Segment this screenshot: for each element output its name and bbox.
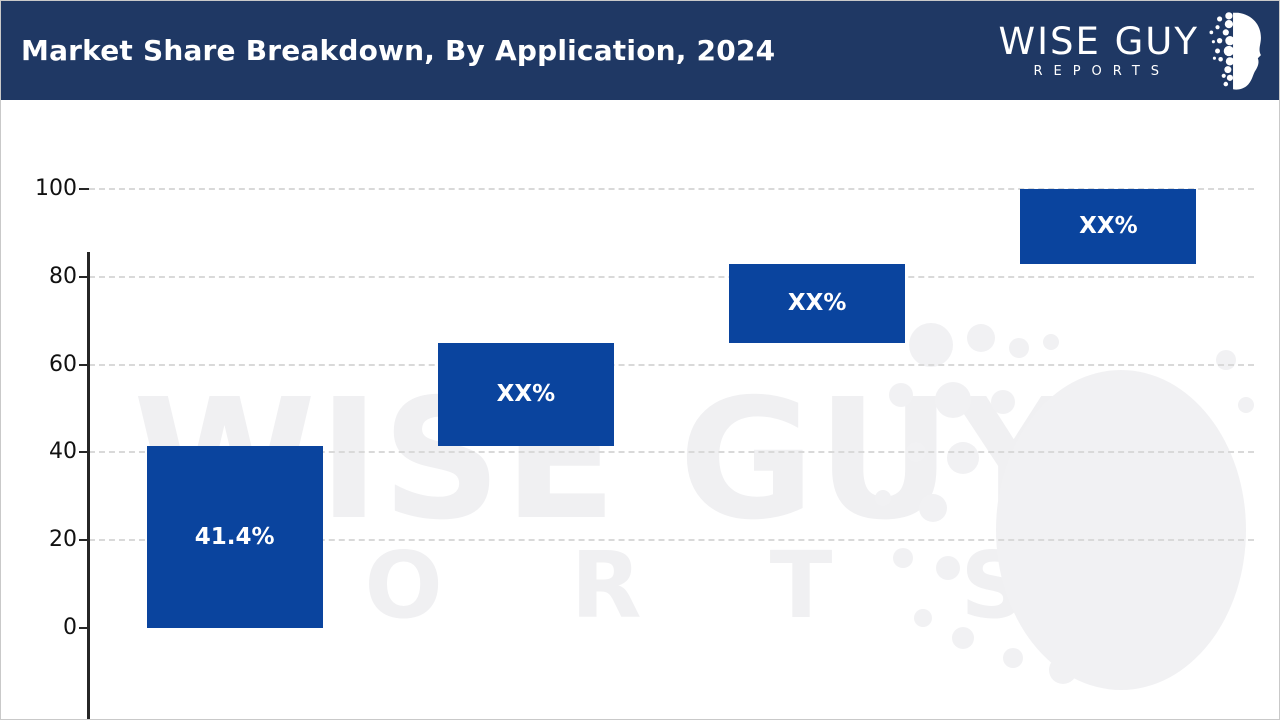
gridline-y-100 [89,188,1254,190]
bar-ambulatory-surgical-centers: XX% [729,263,906,343]
y-tick-mark-60 [79,363,89,366]
wise-guy-reports-logo: WISE GUY REPORTS [999,5,1263,97]
bar-value-label: XX% [787,290,847,317]
y-tick-mark-0 [79,627,89,629]
logo-wordmark: WISE GUY [998,19,1199,63]
watermark-face-icon [875,323,1254,690]
y-tick-label-40: 40 [49,439,77,465]
bar-value-label: 41.4% [194,524,275,551]
bar-homecare: XX% [437,342,614,447]
logo-subtitle: REPORTS [1033,63,1171,79]
header-bar: Market Share Breakdown, By Application, … [1,1,1279,100]
y-tick-label-20: 20 [49,527,77,553]
y-tick-mark-100 [79,188,89,190]
y-tick-label-60: 60 [49,351,77,377]
gridline-y-60 [89,363,1254,366]
y-tick-mark-80 [79,275,89,278]
y-tick-mark-20 [79,539,89,542]
y-tick-label-80: 80 [49,263,77,289]
bar-value-label: XX% [1079,213,1138,240]
chart-title: Market Share Breakdown, By Application, … [21,34,776,67]
y-axis-spine [87,252,90,719]
logo-text: WISE GUY REPORTS [999,23,1199,79]
y-tick-label-0: 0 [63,615,77,640]
bar-value-label: XX% [496,381,556,408]
bar-hospital: 41.4% [146,446,323,628]
plot-area: WISE GUY P O R T S 02040608010041.4%Hosp… [1,100,1279,719]
gridline-y-80 [89,275,1254,278]
y-tick-label-100: 100 [35,176,77,201]
gridline-y-20 [89,539,1254,542]
bar-research-laboratories: XX% [1020,189,1197,264]
logo-face-icon [1209,11,1261,90]
gridline-y-40 [89,451,1254,454]
y-tick-mark-40 [79,451,89,454]
